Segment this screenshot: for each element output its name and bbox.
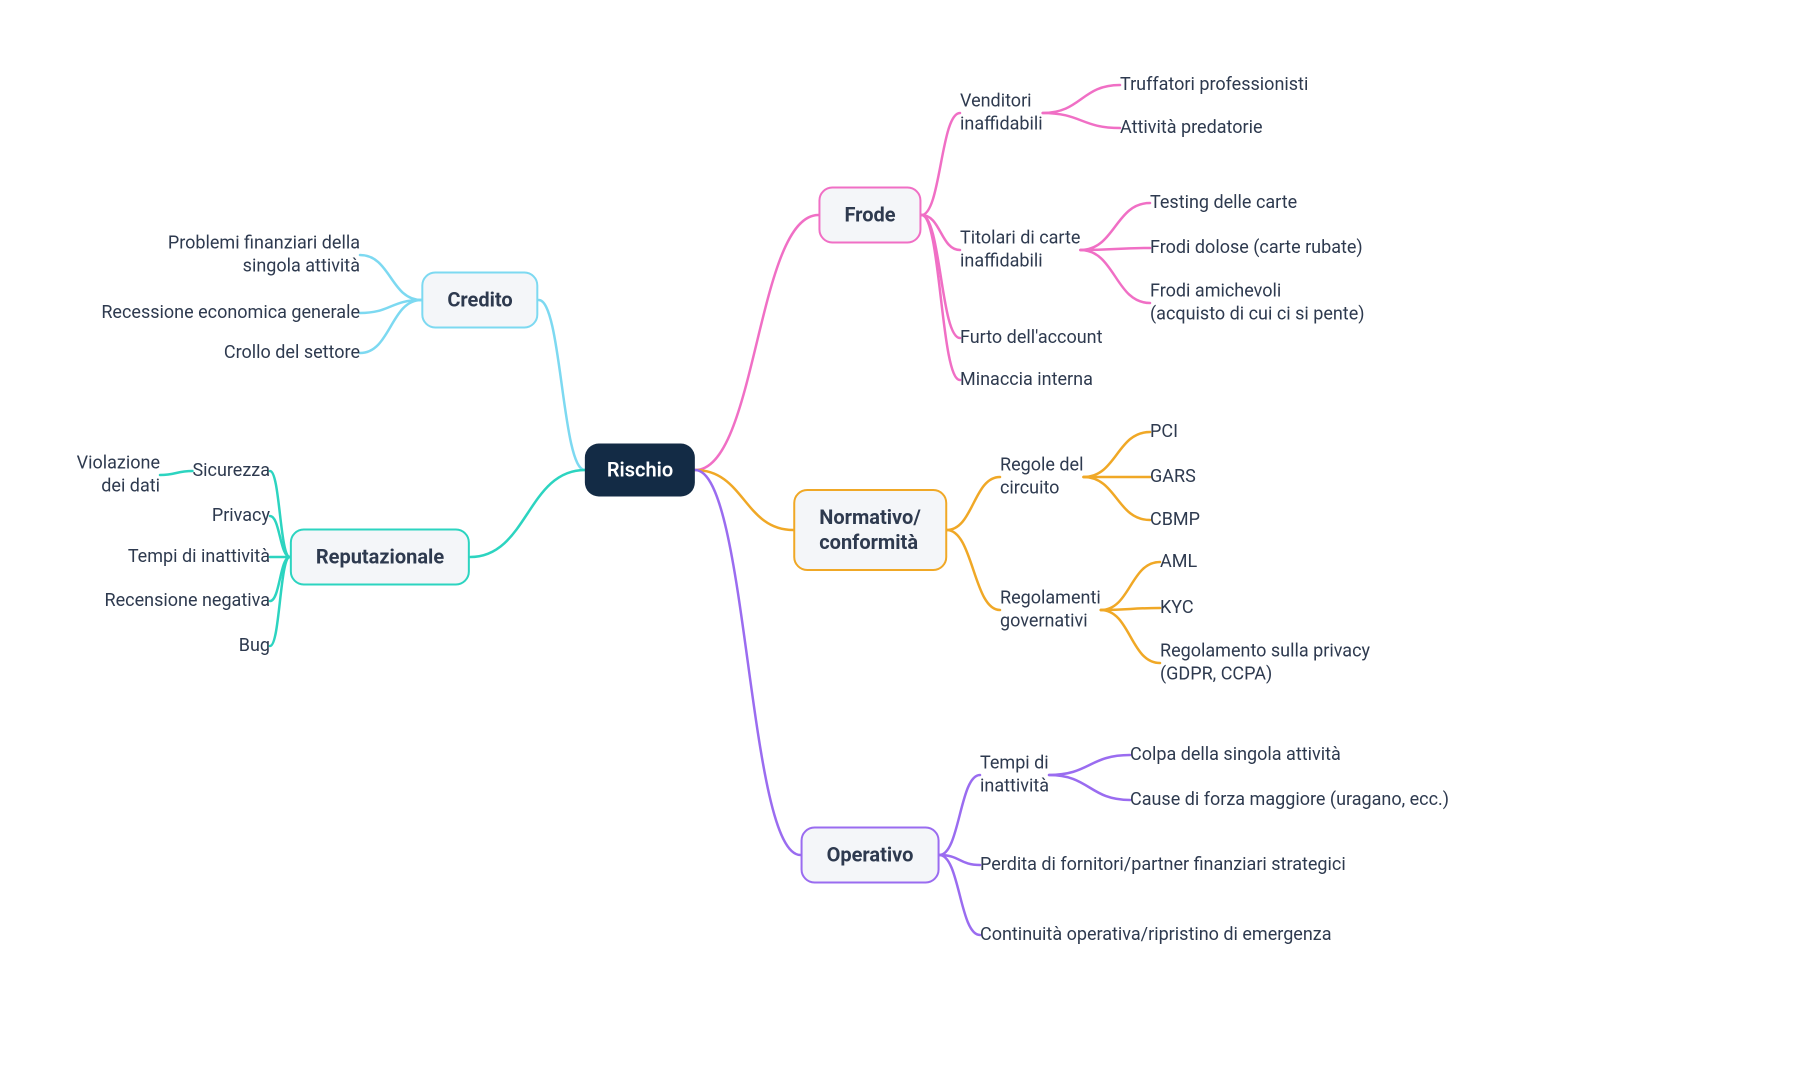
branch-credito: Credito: [421, 272, 538, 329]
node-no-2-2: KYC: [1160, 597, 1194, 620]
node-fr-1-1: Truffatori professionisti: [1120, 74, 1308, 97]
branch-frode: Frode: [818, 187, 921, 244]
node-fr-1: Venditori inaffidabili: [960, 91, 1043, 136]
node-cred-1: Problemi finanziari della singola attivi…: [168, 233, 360, 278]
root-node: Rischio: [585, 444, 695, 497]
node-fr-2-2: Frodi dolose (carte rubate): [1150, 237, 1363, 260]
node-rep-1-1: Violazione dei dati: [77, 453, 160, 498]
node-no-1-3: CBMP: [1150, 509, 1200, 532]
node-fr-1-2: Attività predatorie: [1120, 117, 1263, 140]
node-fr-3: Furto dell'account: [960, 327, 1102, 350]
node-fr-2-1: Testing delle carte: [1150, 192, 1297, 215]
node-rep-2: Privacy: [212, 505, 270, 528]
node-rep-1: Sicurezza: [192, 460, 270, 483]
branch-normativo: Normativo/ conformità: [793, 489, 947, 571]
node-no-1-2: GARS: [1150, 466, 1196, 489]
node-op-2: Perdita di fornitori/partner finanziari …: [980, 854, 1346, 877]
node-rep-3: Tempi di inattività: [128, 546, 270, 569]
node-rep-4: Recensione negativa: [105, 590, 270, 613]
node-fr-2: Titolari di carte inaffidabili: [960, 228, 1080, 273]
node-op-3: Continuità operativa/ripristino di emerg…: [980, 924, 1332, 947]
node-no-2-1: AML: [1160, 551, 1197, 574]
node-no-2-3: Regolamento sulla privacy (GDPR, CCPA): [1160, 641, 1370, 686]
node-op-1: Tempi di inattività: [980, 753, 1049, 798]
node-cred-2: Recessione economica generale: [101, 302, 360, 325]
node-fr-2-3: Frodi amichevoli (acquisto di cui ci si …: [1150, 281, 1365, 326]
node-fr-4: Minaccia interna: [960, 369, 1093, 392]
node-op-1-1: Colpa della singola attività: [1130, 744, 1341, 767]
branch-operativo: Operativo: [801, 827, 940, 884]
mindmap-canvas: Rischio Credito Problemi finanziari della …: [0, 0, 1800, 1078]
node-no-2: Regolamenti governativi: [1000, 588, 1101, 633]
node-op-1-2: Cause di forza maggiore (uragano, ecc.): [1130, 789, 1449, 812]
node-no-1-1: PCI: [1150, 421, 1178, 444]
node-no-1: Regole del circuito: [1000, 455, 1083, 500]
branch-reputazionale: Reputazionale: [290, 529, 470, 586]
node-cred-3: Crollo del settore: [224, 342, 360, 365]
node-rep-5: Bug: [239, 635, 270, 658]
